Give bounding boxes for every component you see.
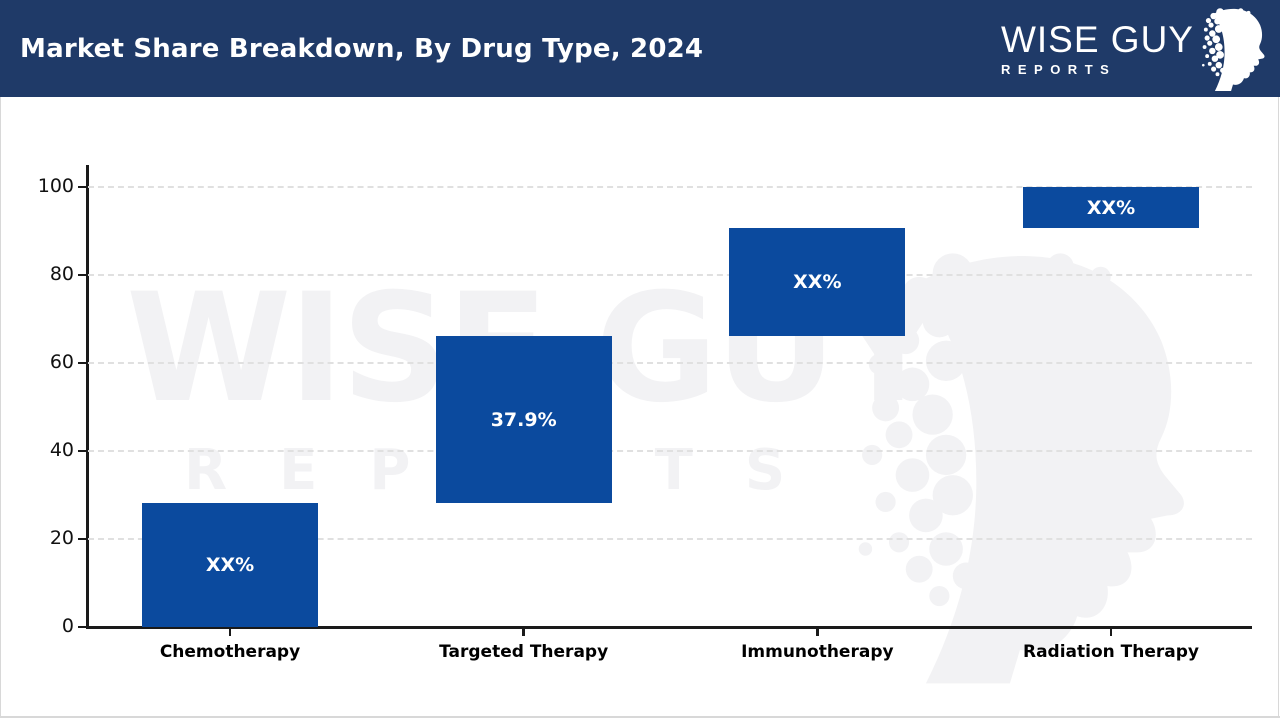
x-category-label: Immunotherapy bbox=[741, 642, 894, 662]
y-tick-mark-0 bbox=[78, 625, 87, 629]
bar-radiation-therapy: XX% bbox=[1023, 187, 1199, 229]
x-tick-mark-2 bbox=[816, 628, 819, 636]
logo-wordmark: WISE GUY bbox=[1000, 18, 1194, 60]
y-tick-mark-40 bbox=[78, 449, 87, 453]
logo-subtitle: REPORTS bbox=[1000, 61, 1117, 77]
y-tick-label-60: 60 bbox=[49, 351, 74, 373]
x-axis-line bbox=[86, 626, 1252, 629]
bar-value-label: XX% bbox=[205, 553, 255, 576]
wise-guy-reports-logo: WISE GUY REPORTS bbox=[1001, 7, 1280, 91]
x-tick-mark-0 bbox=[228, 628, 232, 636]
logo-text: WISE GUY REPORTS bbox=[1001, 21, 1194, 77]
x-category-label: Targeted Therapy bbox=[439, 642, 609, 662]
y-tick-mark-20 bbox=[78, 537, 87, 541]
y-tick-label-80: 80 bbox=[49, 263, 74, 285]
x-tick-mark-1 bbox=[522, 628, 525, 636]
bar-value-label: XX% bbox=[1086, 196, 1136, 219]
gridline-20 bbox=[88, 538, 1252, 540]
gridline-100 bbox=[88, 186, 1252, 188]
gridline-80 bbox=[88, 274, 1252, 276]
logo-head-icon bbox=[1201, 7, 1265, 91]
bar-targeted-therapy: 37.9% bbox=[435, 336, 612, 503]
plot-area: 0 20 40 60 80 100 Chemotherapy XX% Targeted Ther… bbox=[38, 165, 1252, 662]
y-tick-label-20: 20 bbox=[49, 527, 74, 549]
page-title: Market Share Breakdown, By Drug Type, 20… bbox=[20, 33, 704, 64]
x-category-label: Radiation Therapy bbox=[1022, 642, 1200, 662]
y-tick-label-0: 0 bbox=[61, 615, 74, 637]
frame-bottom-border bbox=[0, 716, 1280, 718]
x-tick-mark-3 bbox=[1109, 628, 1113, 636]
y-tick-mark-100 bbox=[78, 185, 87, 189]
bar-chemotherapy: XX% bbox=[142, 502, 318, 627]
x-category-label: Chemotherapy bbox=[159, 642, 301, 662]
y-tick-mark-80 bbox=[78, 273, 87, 277]
frame-left-border bbox=[0, 97, 1, 717]
y-tick-label-40: 40 bbox=[49, 439, 74, 461]
bar-value-label: 37.9% bbox=[490, 408, 557, 431]
y-tick-mark-60 bbox=[78, 361, 87, 365]
header-bar: Market Share Breakdown, By Drug Type, 20… bbox=[0, 0, 1280, 97]
gridline-40 bbox=[88, 450, 1252, 452]
y-axis-line bbox=[86, 165, 89, 629]
y-tick-label-100: 100 bbox=[37, 175, 74, 197]
bar-value-label: XX% bbox=[793, 271, 842, 294]
bar-immunotherapy: XX% bbox=[729, 228, 906, 337]
gridline-60 bbox=[88, 362, 1252, 364]
frame-right-border bbox=[1278, 97, 1279, 717]
